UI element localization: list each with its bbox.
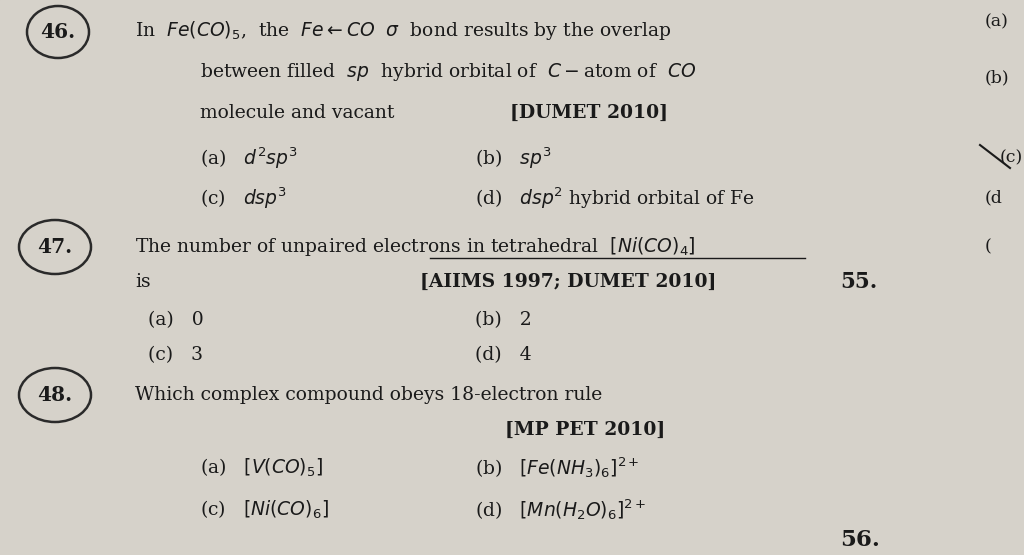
Text: (b)   $[Fe(NH_3)_6]^{2+}$: (b) $[Fe(NH_3)_6]^{2+}$ (475, 456, 640, 481)
Text: [DUMET 2010]: [DUMET 2010] (510, 104, 668, 122)
Text: (d)   $[Mn(H_2O)_6]^{2+}$: (d) $[Mn(H_2O)_6]^{2+}$ (475, 498, 646, 522)
Text: (a): (a) (985, 13, 1009, 31)
Text: (d)   $dsp^2$ hybrid orbital of Fe: (d) $dsp^2$ hybrid orbital of Fe (475, 185, 755, 211)
Text: (a)   0: (a) 0 (148, 311, 204, 329)
Text: between filled  $sp$  hybrid orbital of  $C-$atom of  $CO$: between filled $sp$ hybrid orbital of $C… (200, 61, 696, 83)
Text: [AIIMS 1997; DUMET 2010]: [AIIMS 1997; DUMET 2010] (420, 273, 717, 291)
Text: In  $Fe(CO)_5$,  the  $Fe \leftarrow CO$  $\sigma$  bond results by the overlap: In $Fe(CO)_5$, the $Fe \leftarrow CO$ $\… (135, 18, 672, 42)
Text: 46.: 46. (40, 22, 76, 42)
Text: (b): (b) (985, 69, 1010, 87)
Text: (d)   4: (d) 4 (475, 346, 531, 364)
Text: [MP PET 2010]: [MP PET 2010] (505, 421, 666, 439)
Text: Which complex compound obeys 18-electron rule: Which complex compound obeys 18-electron… (135, 386, 602, 404)
Text: molecule and vacant: molecule and vacant (200, 104, 394, 122)
Text: (c): (c) (1000, 149, 1023, 166)
Text: (c)   3: (c) 3 (148, 346, 203, 364)
Text: 55.: 55. (840, 271, 878, 293)
Text: 48.: 48. (38, 385, 73, 405)
Text: The number of unpaired electrons in tetrahedral  $[Ni(CO)_4]$: The number of unpaired electrons in tetr… (135, 235, 695, 259)
Text: 47.: 47. (38, 237, 73, 257)
Text: (b)   $sp^3$: (b) $sp^3$ (475, 145, 551, 171)
Text: 56.: 56. (840, 529, 880, 551)
Text: (c)   $[Ni(CO)_6]$: (c) $[Ni(CO)_6]$ (200, 499, 329, 521)
Text: (b)   2: (b) 2 (475, 311, 531, 329)
Text: (a)   $[V(CO)_5]$: (a) $[V(CO)_5]$ (200, 457, 324, 479)
Text: (: ( (985, 239, 992, 255)
Text: is: is (135, 273, 151, 291)
Text: (d: (d (985, 189, 1002, 206)
Text: (a)   $d^2sp^3$: (a) $d^2sp^3$ (200, 145, 298, 171)
Text: (c)   $dsp^3$: (c) $dsp^3$ (200, 185, 287, 211)
